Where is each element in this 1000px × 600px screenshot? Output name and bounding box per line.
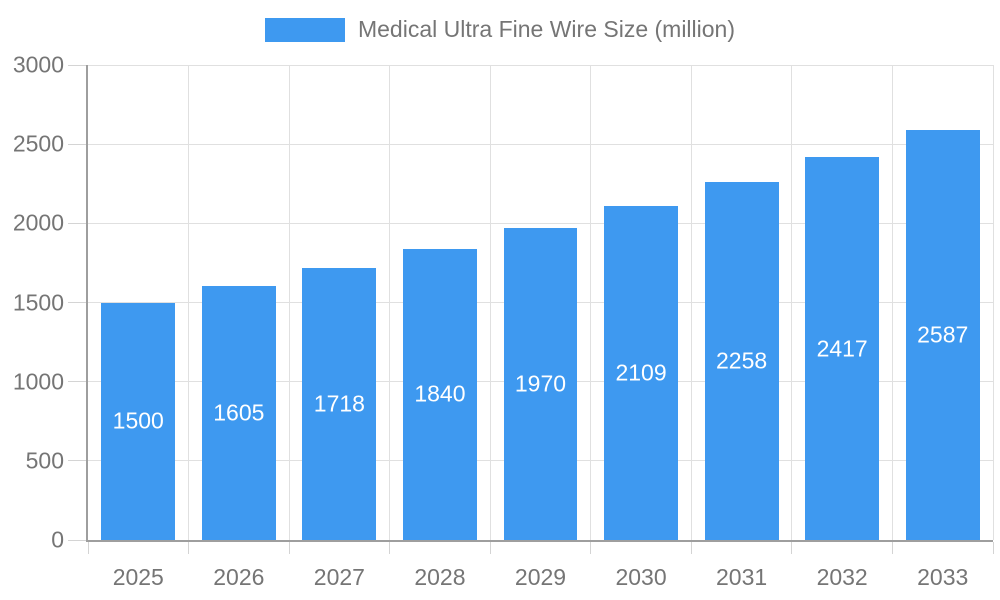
y-tick — [68, 302, 86, 303]
x-axis-label: 2026 — [213, 564, 265, 590]
bar[interactable]: 2109 — [604, 206, 678, 540]
bar-value-label: 1840 — [414, 380, 466, 407]
y-gridline — [88, 222, 993, 224]
y-tick — [68, 64, 86, 66]
x-tick — [791, 542, 793, 554]
legend-label: Medical Ultra Fine Wire Size (million) — [357, 16, 736, 42]
y-axis-label: 2500 — [12, 130, 64, 157]
bar[interactable]: 2587 — [905, 130, 980, 540]
x-tick — [891, 542, 893, 554]
y-tick — [68, 460, 86, 462]
x-axis-label: 2031 — [716, 564, 768, 590]
x-tick — [188, 542, 190, 554]
bar-value-label: 2417 — [816, 335, 868, 362]
x-axis-label: 2027 — [313, 564, 365, 590]
x-gridline — [791, 65, 793, 540]
y-axis-label: 1000 — [12, 368, 64, 395]
x-axis-label: 2030 — [615, 564, 667, 590]
y-axis-label: 500 — [25, 447, 64, 474]
x-gridline — [992, 65, 994, 540]
bar-value-label: 2109 — [615, 359, 667, 386]
x-axis-label: 2028 — [414, 564, 466, 590]
bar-value-label: 1500 — [112, 407, 164, 434]
bar-value-label: 2587 — [917, 321, 969, 348]
x-axis-label: 2032 — [816, 564, 868, 590]
y-tick — [68, 143, 86, 145]
x-axis-label: 2029 — [514, 564, 567, 590]
x-axis-label: 2033 — [917, 564, 969, 590]
bar[interactable]: 1500 — [101, 302, 176, 540]
plot-area: 0 500 1000 1500 2000 2500 3000 1500 2025 1605 2026… — [13, 52, 994, 590]
x-tick — [992, 542, 994, 554]
bar-value-label: 2258 — [716, 347, 768, 374]
x-gridline — [891, 65, 893, 540]
bar-value-label: 1970 — [514, 370, 567, 397]
y-tick — [68, 381, 86, 383]
x-gridline — [590, 65, 592, 540]
x-tick — [389, 542, 391, 554]
y-axis-label: 0 — [51, 526, 64, 553]
x-tick — [690, 542, 692, 554]
x-tick — [288, 542, 290, 554]
x-tick — [87, 542, 89, 554]
y-axis-label: 3000 — [12, 51, 64, 78]
bar[interactable]: 2417 — [805, 157, 880, 540]
y-axis-line — [86, 65, 88, 542]
y-gridline — [88, 64, 993, 66]
y-axis-label: 2000 — [12, 209, 64, 236]
y-tick — [68, 222, 86, 224]
y-axis-label: 1500 — [12, 289, 64, 315]
bar[interactable]: 1970 — [503, 228, 578, 540]
bar[interactable]: 2258 — [704, 182, 779, 540]
bar[interactable]: 1605 — [201, 285, 276, 540]
x-gridline — [389, 65, 391, 540]
x-tick — [489, 542, 491, 554]
bar[interactable]: 1718 — [302, 267, 377, 540]
chart-legend[interactable]: Medical Ultra Fine Wire Size (million) — [0, 16, 1000, 43]
x-gridline — [690, 65, 692, 540]
x-gridline — [288, 65, 290, 540]
y-tick — [68, 539, 86, 541]
x-gridline — [489, 65, 491, 540]
x-gridline — [188, 65, 190, 540]
x-axis-label: 2025 — [112, 564, 164, 590]
x-axis-line — [86, 540, 993, 542]
bar-value-label: 1605 — [213, 399, 265, 426]
legend-swatch — [264, 17, 345, 42]
y-gridline — [88, 143, 993, 145]
bar-value-label: 1718 — [313, 390, 365, 417]
x-tick — [590, 542, 592, 554]
bar[interactable]: 1840 — [402, 248, 477, 540]
